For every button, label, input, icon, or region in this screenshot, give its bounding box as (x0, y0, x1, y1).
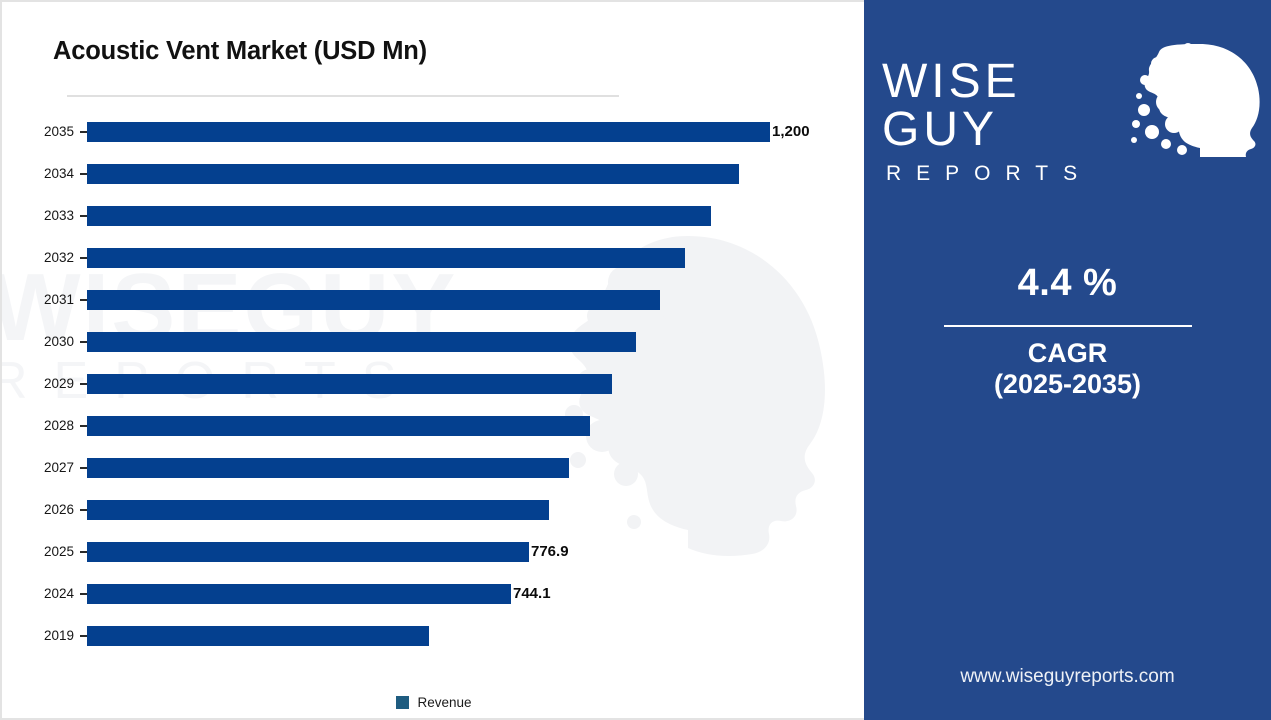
chart-bar[interactable] (87, 626, 429, 646)
chart-bar[interactable] (87, 416, 590, 436)
chart-bar-row: 2025 776.9 (2, 541, 864, 563)
chart-bar[interactable] (87, 206, 711, 226)
chart-bar-row: 2024 744.1 (2, 583, 864, 605)
bar-value-label: 776.9 (531, 543, 569, 560)
y-axis-tick-label: 2025 (43, 544, 74, 559)
y-axis-tick-mark (80, 131, 87, 133)
legend-label-revenue: Revenue (417, 695, 472, 710)
chart-bar-row: 2028 (2, 415, 864, 437)
y-axis-tick-mark (80, 173, 87, 175)
chart-bar-row: 2030 (2, 331, 864, 353)
chart-bar[interactable] (87, 458, 569, 478)
y-axis-tick-label: 2032 (43, 250, 74, 265)
y-axis-tick-label: 2031 (43, 292, 74, 307)
title-divider (67, 95, 619, 97)
chart-bar[interactable] (87, 332, 636, 352)
chart-bar[interactable] (87, 164, 739, 184)
cagr-value: 4.4 % (1017, 262, 1118, 304)
chart-bar[interactable] (87, 500, 549, 520)
y-axis-tick-label: 2030 (43, 334, 74, 349)
y-axis-tick-mark (80, 383, 87, 385)
chart-bar[interactable] (87, 542, 529, 562)
y-axis-tick-label: 2027 (43, 460, 74, 475)
brand-logo-line-1: WISE GUY (882, 55, 1021, 156)
chart-bar-row: 2033 (2, 205, 864, 227)
y-axis-tick-mark (80, 551, 87, 553)
brand-panel: WISE GUY REPORTS 4.4 % (864, 0, 1271, 720)
cagr-caption-line-2: (2025-2035) (993, 369, 1142, 400)
legend-swatch-revenue (396, 696, 410, 709)
cagr-divider (944, 325, 1192, 327)
y-axis-tick-label: 2026 (43, 502, 74, 517)
y-axis-tick-mark (80, 257, 87, 259)
y-axis-tick-mark (80, 425, 87, 427)
page-title: Acoustic Vent Market (USD Mn) (53, 37, 427, 65)
chart-bar-row: 2035 1,200 (2, 121, 864, 143)
chart-bar-row: 2032 (2, 247, 864, 269)
y-axis-tick-label: 2028 (43, 418, 74, 433)
brand-face-icon (1131, 43, 1260, 157)
chart-bar[interactable] (87, 584, 511, 604)
chart-bar[interactable] (87, 122, 770, 142)
chart-legend: Revenue (2, 695, 864, 710)
bar-value-label: 1,200 (772, 123, 810, 140)
y-axis-tick-label: 2035 (43, 124, 74, 139)
y-axis-tick-label: 2024 (43, 586, 74, 601)
y-axis-tick-label: 2033 (43, 208, 74, 223)
chart-bar-row: 2026 (2, 499, 864, 521)
brand-logo-text: WISE GUY REPORTS (882, 55, 1152, 185)
chart-bar-row: 2031 (2, 289, 864, 311)
chart-bar[interactable] (87, 290, 660, 310)
brand-logo-line-2: REPORTS (886, 162, 1093, 185)
website-url[interactable]: www.wiseguyreports.com (960, 666, 1175, 687)
y-axis-tick-mark (80, 299, 87, 301)
bar-value-label: 744.1 (513, 585, 551, 602)
y-axis-tick-mark (80, 467, 87, 469)
y-axis-tick-label: 2029 (43, 376, 74, 391)
chart-bar-row: 2019 (2, 625, 864, 647)
chart-bar[interactable] (87, 248, 685, 268)
brand-logo: WISE GUY REPORTS (864, 38, 1271, 184)
y-axis-tick-label: 2019 (43, 628, 74, 643)
chart-bar-row: 2034 (2, 163, 864, 185)
chart-bar-row: 2027 (2, 457, 864, 479)
y-axis-tick-mark (80, 635, 87, 637)
y-axis-tick-mark (80, 215, 87, 217)
y-axis-tick-mark (80, 341, 87, 343)
chart-bar[interactable] (87, 374, 612, 394)
cagr-caption: CAGR (2025-2035) (864, 338, 1271, 400)
y-axis-tick-mark (80, 509, 87, 511)
plot-area: 2035 1,200 2034 2033 2032 2031 2030 2029 2028 202… (2, 2, 864, 718)
chart-bar-row: 2029 (2, 373, 864, 395)
cagr-caption-line-1: CAGR (1027, 338, 1108, 368)
y-axis-tick-label: 2034 (43, 166, 74, 181)
y-axis-tick-mark (80, 593, 87, 595)
